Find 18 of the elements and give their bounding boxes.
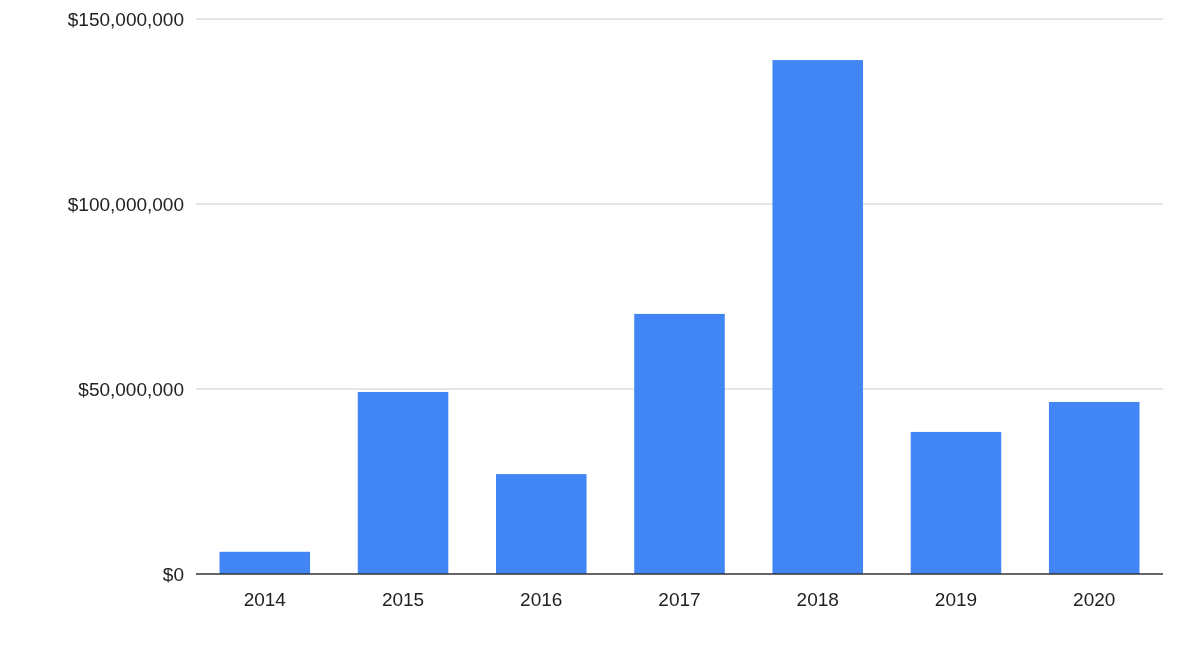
x-tick-label: 2017: [658, 589, 701, 610]
x-tick-label: 2016: [520, 589, 563, 610]
y-tick-label: $100,000,000: [67, 193, 184, 215]
x-tick-label: 2020: [1073, 589, 1116, 610]
bar: [357, 391, 449, 574]
bar: [219, 551, 311, 574]
x-tick-label: 2014: [243, 589, 287, 610]
x-tick-label: 2019: [934, 589, 978, 610]
y-tick-label: $0: [162, 563, 184, 585]
bar: [634, 313, 725, 574]
bar: [910, 431, 1002, 574]
y-tick-label: $150,000,000: [67, 8, 184, 30]
x-tick-label: 2015: [381, 589, 425, 610]
bar: [772, 60, 864, 574]
y-tick-label: $50,000,000: [78, 378, 184, 400]
bar: [495, 474, 587, 574]
x-tick-label: 2018: [796, 589, 839, 610]
bar: [1048, 401, 1140, 574]
